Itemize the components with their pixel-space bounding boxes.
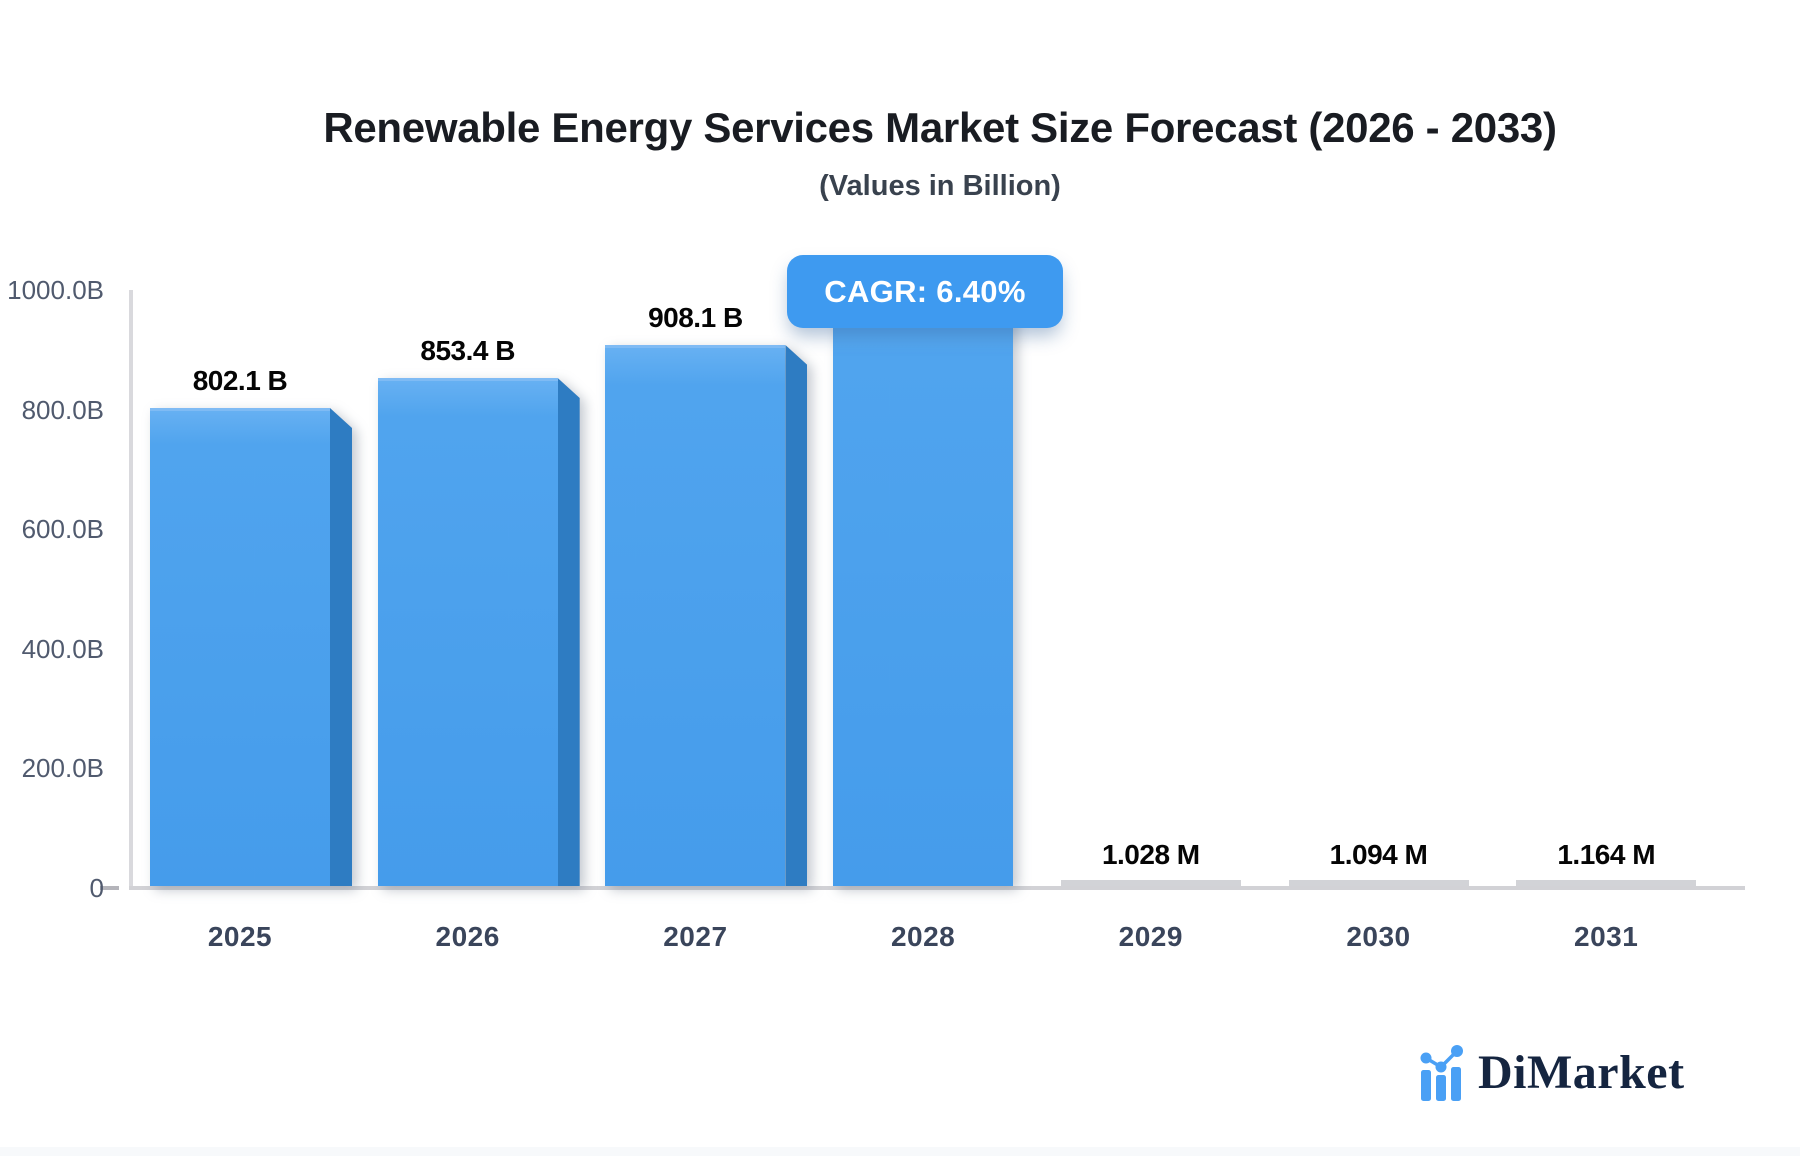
- value-label-2026: 853.4 B: [420, 335, 515, 366]
- value-label-2027: 908.1 B: [648, 302, 743, 333]
- y-tick-label-0: 0: [89, 873, 104, 903]
- value-label-2029: 1.028 M: [1101, 839, 1200, 870]
- value-label-2030: 1.094 M: [1329, 839, 1428, 870]
- dimarket-logo-text: DiMarket: [1478, 1045, 1685, 1099]
- bar-2028[interactable]: [833, 310, 1014, 886]
- bar-side-2026: [557, 378, 580, 886]
- bar-2025[interactable]: [150, 408, 330, 886]
- x-tick-label-2025: 2025: [207, 921, 273, 952]
- bar-2026[interactable]: [377, 378, 558, 886]
- cagr-badge: CAGR: 6.40%: [787, 255, 1063, 328]
- bottom-edge-strip: [0, 1147, 1800, 1156]
- bar-line-chart-icon: [1420, 1045, 1463, 1101]
- chart-title: Renewable Energy Services Market Size Fo…: [323, 104, 1557, 151]
- chart-header: Renewable Energy Services Market Size Fo…: [0, 104, 1800, 203]
- bar-2029[interactable]: [1060, 880, 1241, 886]
- bar-2030[interactable]: [1288, 880, 1469, 886]
- y-tick-label-400: 400.0B: [21, 633, 104, 664]
- x-tick-label-2029: 2029: [1118, 921, 1183, 952]
- dimarket-logo[interactable]: DiMarket: [1420, 1042, 1685, 1102]
- y-tick-label-1000: 1000.0B: [7, 275, 104, 305]
- x-tick-label-2030: 2030: [1346, 921, 1411, 952]
- bar-side-2027: [785, 345, 808, 886]
- chart-subtitle: (Values in Billion): [819, 170, 1061, 202]
- y-tick-label-600: 600.0B: [21, 514, 104, 545]
- bar-2031[interactable]: [1516, 880, 1697, 886]
- x-tick-label-2027: 2027: [663, 921, 728, 952]
- y-axis-zero-tick: [100, 886, 119, 890]
- value-label-2025: 802.1 B: [192, 365, 288, 396]
- cagr-badge-label: CAGR: 6.40%: [824, 273, 1026, 309]
- bar-side-2025: [330, 408, 352, 886]
- x-tick-label-2026: 2026: [435, 921, 500, 952]
- y-tick-label-800: 800.0B: [21, 394, 104, 425]
- y-tick-label-200: 200.0B: [21, 753, 104, 784]
- y-axis-line: [129, 290, 133, 890]
- x-tick-label-2031: 2031: [1574, 921, 1639, 952]
- x-axis-line: [129, 886, 1745, 890]
- value-label-2031: 1.164 M: [1557, 839, 1656, 870]
- bar-2027[interactable]: [605, 345, 786, 886]
- x-tick-label-2028: 2028: [890, 921, 956, 952]
